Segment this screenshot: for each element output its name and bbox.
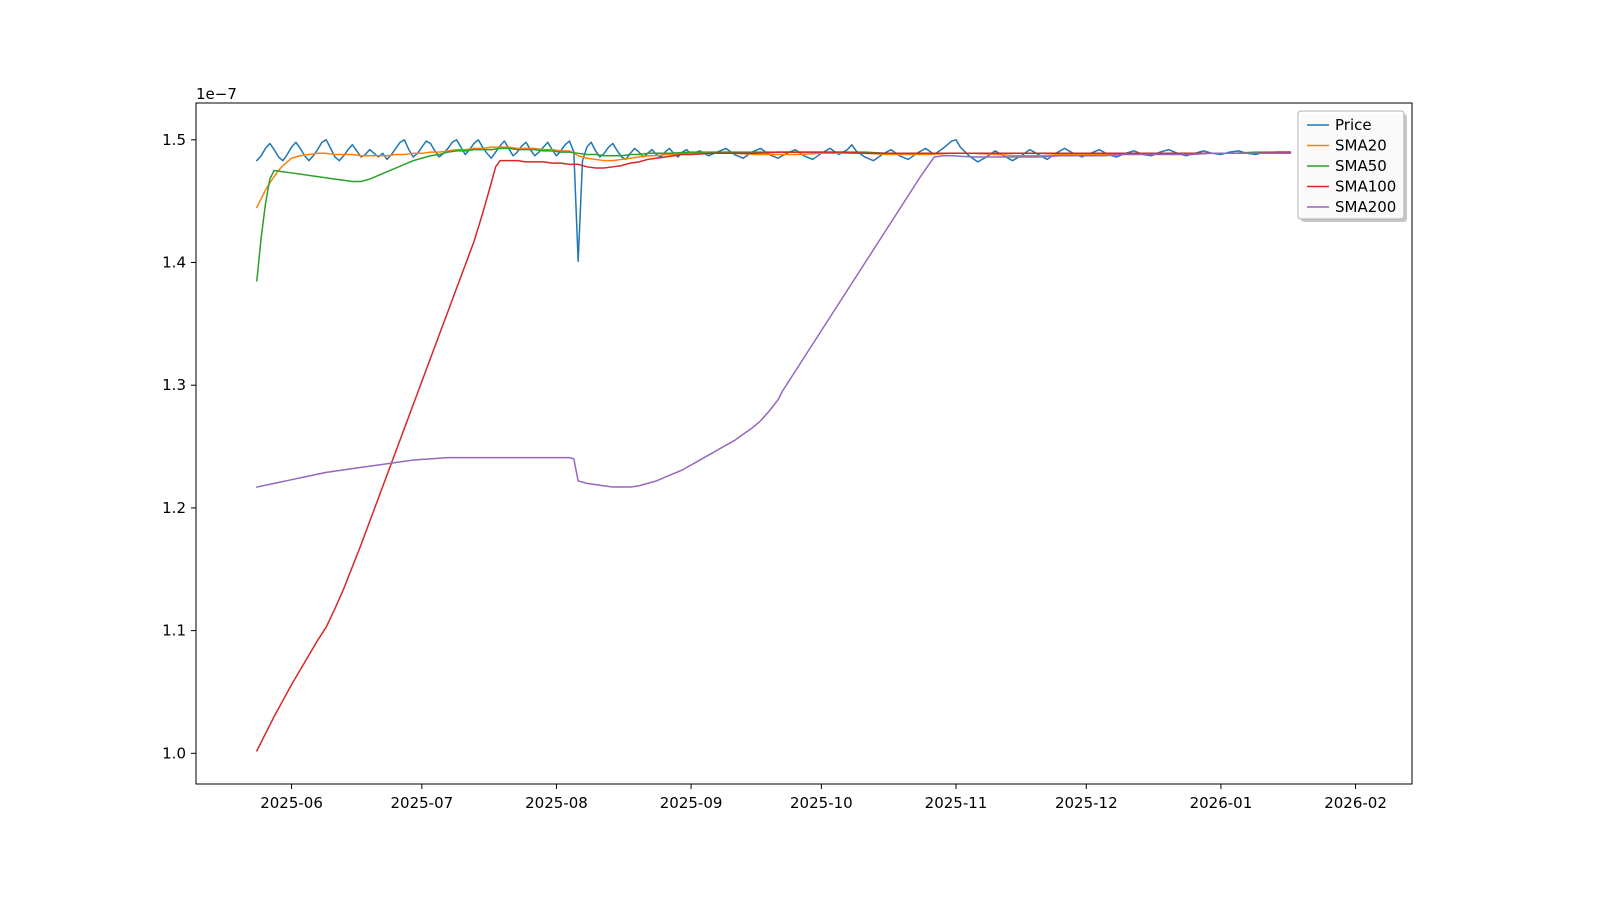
plot-area (196, 103, 1412, 784)
legend-label-sma200: SMA200 (1335, 198, 1396, 216)
axes-frame (195, 102, 1413, 785)
x-tick-label: 2026-01 (1190, 794, 1253, 812)
x-tick-label: 2025-12 (1055, 794, 1118, 812)
legend-box (1297, 110, 1405, 220)
x-tick-label: 2025-10 (790, 794, 853, 812)
sma100-line (256, 151, 1292, 752)
x-tick-label: 2025-08 (525, 794, 588, 812)
legend-label-price: Price (1335, 116, 1372, 134)
y-tick-label: 1.5 (162, 131, 186, 149)
x-tick-label: 2025-11 (925, 794, 988, 812)
sma200-line (256, 152, 1292, 488)
x-tick-label: 2025-07 (390, 794, 453, 812)
x-tick-label: 2026-02 (1324, 794, 1387, 812)
legend-label-sma100: SMA100 (1335, 178, 1396, 196)
sma20-line (256, 146, 1292, 209)
y-tick-label: 1.0 (162, 744, 186, 762)
y-tick-label: 1.3 (162, 376, 186, 394)
y-tick-label: 1.4 (162, 254, 186, 272)
y-axis-offset-label: 1e−7 (196, 85, 237, 103)
x-tick-label: 2025-06 (260, 794, 323, 812)
y-tick-label: 1.1 (162, 622, 186, 640)
legend-label-sma50: SMA50 (1335, 157, 1387, 175)
x-tick-label: 2025-09 (660, 794, 723, 812)
y-tick-label: 1.2 (162, 499, 186, 517)
legend-label-sma20: SMA20 (1335, 137, 1387, 155)
